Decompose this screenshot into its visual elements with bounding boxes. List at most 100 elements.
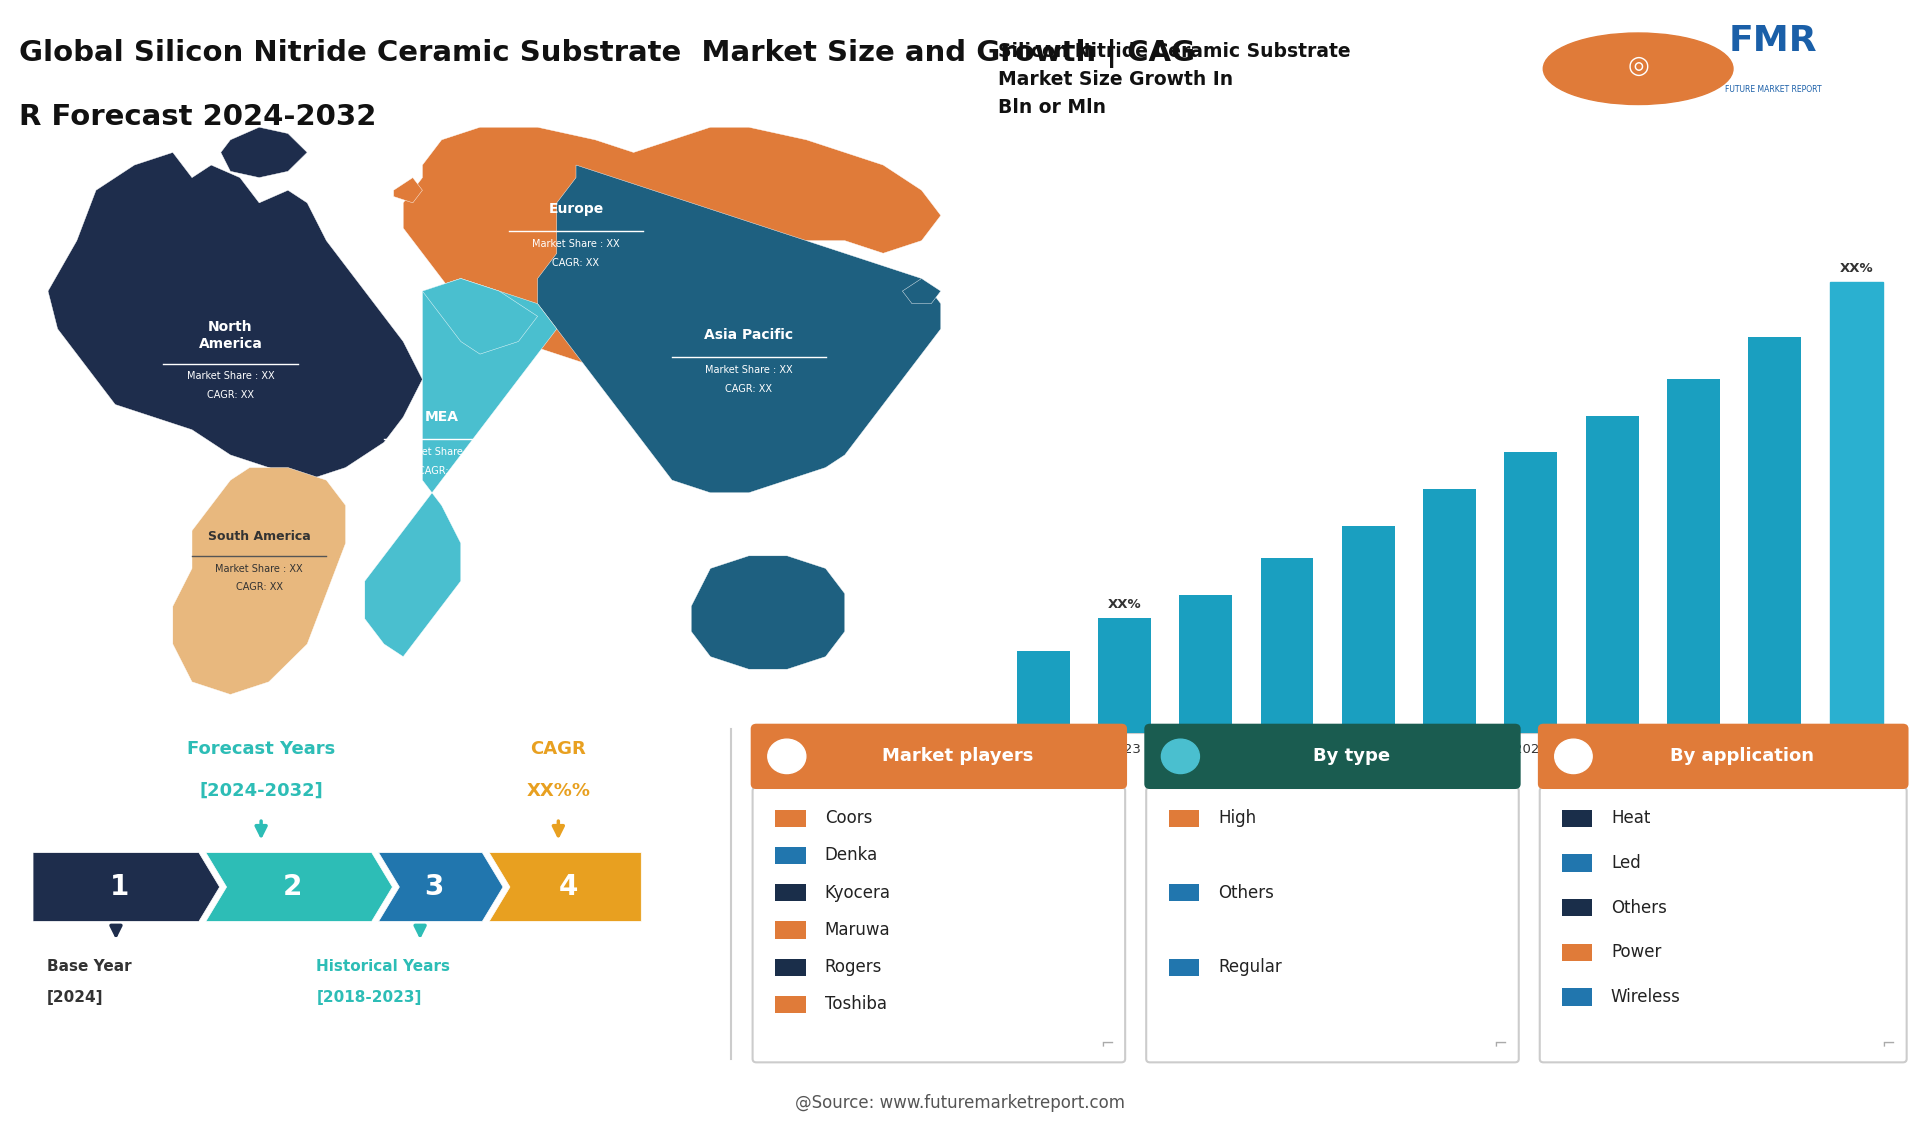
Text: CAGR: XX: CAGR: XX (726, 384, 772, 394)
Polygon shape (33, 853, 219, 921)
Text: Maruwa: Maruwa (826, 921, 891, 939)
Text: Denka: Denka (826, 847, 877, 864)
Text: Others: Others (1219, 884, 1275, 902)
Bar (1505, 453, 1557, 733)
Text: Kyocera: Kyocera (826, 884, 891, 902)
Circle shape (1555, 739, 1592, 774)
FancyBboxPatch shape (1169, 809, 1200, 827)
FancyBboxPatch shape (1538, 724, 1908, 788)
Bar (1098, 619, 1150, 733)
Text: [2024-2032]: [2024-2032] (200, 782, 323, 800)
Circle shape (1162, 739, 1200, 774)
Polygon shape (394, 178, 422, 203)
FancyBboxPatch shape (1563, 944, 1592, 960)
Polygon shape (422, 278, 538, 354)
Text: Europe: Europe (549, 202, 603, 217)
Polygon shape (403, 127, 941, 367)
Bar (1586, 416, 1638, 733)
Text: Toshiba: Toshiba (826, 996, 887, 1013)
Text: XX%: XX% (1839, 262, 1872, 275)
Bar (1667, 378, 1720, 733)
Text: Market Share : XX: Market Share : XX (186, 371, 275, 382)
Text: CAGR: XX: CAGR: XX (207, 391, 253, 400)
Text: 2: 2 (282, 873, 301, 901)
FancyBboxPatch shape (1563, 988, 1592, 1006)
Text: ⌐: ⌐ (1882, 1034, 1895, 1052)
Text: Asia Pacific: Asia Pacific (705, 328, 793, 343)
Text: Base Year: Base Year (46, 958, 131, 974)
Polygon shape (691, 556, 845, 669)
Text: 3: 3 (424, 873, 444, 901)
Polygon shape (48, 152, 422, 480)
Polygon shape (173, 468, 346, 694)
Text: ⌐: ⌐ (1494, 1034, 1507, 1052)
FancyBboxPatch shape (1169, 958, 1200, 976)
Polygon shape (538, 165, 941, 493)
Text: Historical Years: Historical Years (317, 958, 451, 974)
Text: Rogers: Rogers (826, 958, 881, 976)
Text: CAGR: XX: CAGR: XX (419, 466, 465, 476)
Text: R Forecast 2024-2032: R Forecast 2024-2032 (19, 103, 376, 131)
FancyBboxPatch shape (753, 787, 1125, 1062)
Text: Forecast Years: Forecast Years (186, 740, 336, 759)
Text: Power: Power (1611, 943, 1661, 961)
FancyBboxPatch shape (776, 885, 806, 901)
Text: CAGR: XX: CAGR: XX (553, 258, 599, 268)
Text: By type: By type (1313, 747, 1390, 766)
Text: Heat: Heat (1611, 809, 1651, 827)
Circle shape (1544, 33, 1734, 104)
FancyBboxPatch shape (1144, 724, 1521, 788)
Text: North
America: North America (198, 320, 263, 351)
Text: @Source: www.futuremarketreport.com: @Source: www.futuremarketreport.com (795, 1094, 1125, 1112)
FancyBboxPatch shape (776, 809, 806, 827)
Text: Market Share : XX: Market Share : XX (532, 240, 620, 249)
FancyBboxPatch shape (1146, 787, 1519, 1062)
FancyBboxPatch shape (1540, 787, 1907, 1062)
Text: Wireless: Wireless (1611, 988, 1680, 1006)
Polygon shape (221, 127, 307, 178)
FancyBboxPatch shape (776, 847, 806, 864)
Text: Market Share : XX: Market Share : XX (397, 447, 486, 457)
Text: South America: South America (207, 531, 311, 543)
Text: [2024]: [2024] (46, 989, 104, 1005)
Text: FMR: FMR (1728, 24, 1818, 58)
Bar (1261, 558, 1313, 733)
Circle shape (768, 739, 806, 774)
Text: Coors: Coors (826, 809, 872, 827)
Text: Market Share : XX: Market Share : XX (705, 366, 793, 375)
FancyBboxPatch shape (776, 958, 806, 976)
Text: High: High (1219, 809, 1256, 827)
FancyBboxPatch shape (776, 921, 806, 939)
Text: CAGR: XX: CAGR: XX (236, 582, 282, 592)
Text: ◎: ◎ (1628, 54, 1649, 78)
Text: 1: 1 (109, 873, 129, 901)
Text: Others: Others (1611, 898, 1667, 917)
Polygon shape (378, 853, 503, 921)
Text: FUTURE MARKET REPORT: FUTURE MARKET REPORT (1724, 85, 1822, 94)
Text: Silicon Nitride Ceramic Substrate
Market Size Growth In
Bln or Mln: Silicon Nitride Ceramic Substrate Market… (998, 41, 1352, 117)
Text: MEA: MEA (424, 410, 459, 424)
Text: XX%%: XX%% (526, 782, 589, 800)
Text: [2018-2023]: [2018-2023] (317, 989, 422, 1005)
Polygon shape (490, 853, 641, 921)
FancyBboxPatch shape (1563, 898, 1592, 917)
Bar (1423, 489, 1476, 733)
Text: Led: Led (1611, 854, 1640, 872)
Text: Regular: Regular (1219, 958, 1283, 976)
Text: Market Share : XX: Market Share : XX (215, 564, 303, 573)
Text: ⌐: ⌐ (1100, 1034, 1114, 1052)
Text: XX%: XX% (1108, 598, 1140, 611)
Bar (1749, 337, 1801, 733)
Text: CAGR: CAGR (530, 740, 586, 759)
Polygon shape (205, 853, 392, 921)
Bar (1179, 595, 1233, 733)
FancyBboxPatch shape (1563, 809, 1592, 827)
FancyBboxPatch shape (776, 996, 806, 1013)
Bar (1342, 526, 1394, 733)
Text: Market players: Market players (881, 747, 1033, 766)
Polygon shape (365, 278, 557, 657)
Text: By application: By application (1670, 747, 1814, 766)
Text: Global Silicon Nitride Ceramic Substrate  Market Size and Growth | CAG: Global Silicon Nitride Ceramic Substrate… (19, 39, 1194, 68)
Text: 4: 4 (559, 873, 578, 901)
Bar (1018, 651, 1069, 733)
